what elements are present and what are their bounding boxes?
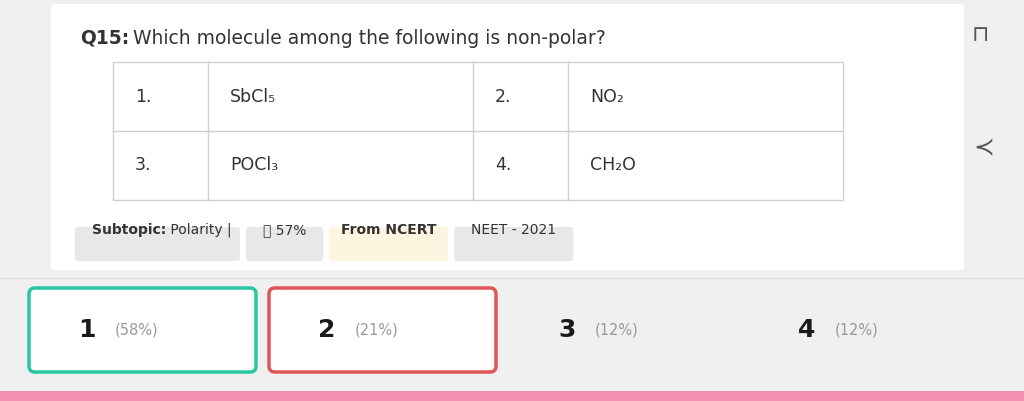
- Text: 4: 4: [799, 318, 816, 342]
- Text: 2.: 2.: [495, 87, 512, 105]
- Text: Which molecule among the following is non-polar?: Which molecule among the following is no…: [127, 28, 606, 47]
- FancyBboxPatch shape: [455, 227, 573, 261]
- Text: NEET - 2021: NEET - 2021: [471, 223, 556, 237]
- Text: (58%): (58%): [115, 322, 159, 338]
- FancyBboxPatch shape: [246, 227, 324, 261]
- Text: 3.: 3.: [135, 156, 152, 174]
- Text: From NCERT: From NCERT: [341, 223, 436, 237]
- Text: (12%): (12%): [835, 322, 879, 338]
- Text: 3: 3: [558, 318, 575, 342]
- Text: SbCl₅: SbCl₅: [230, 87, 276, 105]
- Bar: [0, 391, 1024, 401]
- Text: Q15:: Q15:: [80, 28, 129, 47]
- FancyBboxPatch shape: [330, 227, 449, 261]
- FancyBboxPatch shape: [75, 227, 240, 261]
- Text: (12%): (12%): [595, 322, 639, 338]
- Text: 2: 2: [318, 318, 336, 342]
- Text: ⊓: ⊓: [972, 25, 989, 45]
- FancyBboxPatch shape: [269, 288, 496, 372]
- Text: ≺: ≺: [974, 136, 994, 160]
- Text: 1.: 1.: [135, 87, 152, 105]
- Bar: [113, 62, 843, 200]
- Text: 👍 57%: 👍 57%: [263, 223, 306, 237]
- Text: (21%): (21%): [355, 322, 398, 338]
- Text: 1: 1: [78, 318, 96, 342]
- Text: POCl₃: POCl₃: [230, 156, 279, 174]
- Text: NO₂: NO₂: [590, 87, 624, 105]
- FancyBboxPatch shape: [51, 4, 964, 270]
- FancyBboxPatch shape: [29, 288, 256, 372]
- Text: Subtopic:: Subtopic:: [92, 223, 166, 237]
- Text: CH₂O: CH₂O: [590, 156, 636, 174]
- Text: Polarity |: Polarity |: [166, 223, 231, 237]
- Text: 4.: 4.: [495, 156, 511, 174]
